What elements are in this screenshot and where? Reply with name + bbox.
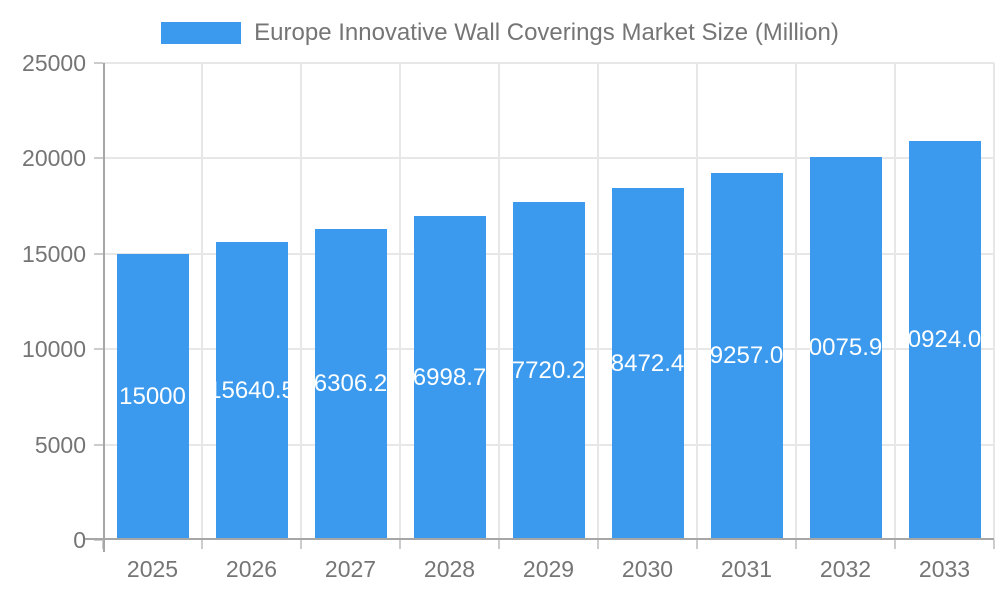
bar-2026[interactable]: 15640.5 [215,241,288,540]
x-axis-tick-label: 2027 [324,556,377,582]
x-gridline [993,63,995,540]
y-tick-mark [94,157,103,160]
plot-area: 15000 15640.5 16306.28 16998.79 17720.25 1847… [85,62,995,552]
y-axis-tick-label: 15000 [22,240,86,267]
bar-value-label: 15000 [119,382,186,410]
bar-value-label: 16306.28 [314,370,387,398]
x-axis-tick-label: 2033 [918,556,971,582]
x-tick-mark [993,540,995,549]
bar-2027[interactable]: 16306.28 [314,228,387,540]
bar-value-label: 20924.04 [908,326,981,354]
x-axis-tick-label: 2025 [126,556,179,582]
bar-2032[interactable]: 20075.94 [809,156,882,540]
y-tick-mark [94,443,103,446]
x-tick-mark [894,540,896,549]
legend-series-label: Europe Innovative Wall Coverings Market … [254,19,839,46]
x-gridline [399,63,401,540]
y-tick-mark [94,348,103,351]
x-axis-tick-label: 2029 [522,556,575,582]
x-tick-mark [399,540,401,549]
y-axis-tick-label: 10000 [22,336,86,363]
x-gridline [300,63,302,540]
bar-2033[interactable]: 20924.04 [908,140,981,540]
x-tick-mark [201,540,203,549]
x-tick-mark [300,540,302,549]
y-tick-mark [94,62,103,64]
bar-2029[interactable]: 17720.25 [512,201,585,540]
bar-value-label: 19257.05 [710,342,783,370]
bar-2030[interactable]: 18472.45 [611,187,684,540]
x-gridline [201,63,203,540]
y-axis-tick-label: 0 [73,527,86,553]
x-tick-mark [498,540,500,549]
legend-swatch [161,22,242,44]
y-gridline [103,62,994,64]
bar-2031[interactable]: 19257.05 [710,172,783,540]
bar-value-label: 15640.5 [216,376,288,404]
x-axis-tick-label: 2026 [225,556,278,582]
x-axis-line [85,538,994,540]
bar-value-label: 20075.94 [809,334,882,362]
y-axis-tick-label: 20000 [22,145,86,172]
x-axis-tick-label: 2028 [423,556,476,582]
y-tick-mark [94,252,103,255]
x-gridline [795,63,797,540]
x-tick-mark [696,540,698,549]
y-axis-tick-label: 25000 [22,50,86,76]
bar-value-label: 18472.45 [611,349,684,377]
y-axis-tick-label: 5000 [34,431,86,458]
x-axis-tick-label: 2032 [819,556,872,582]
bar-2028[interactable]: 16998.79 [413,215,486,540]
x-gridline [894,63,896,540]
bar-2025[interactable]: 15000 [116,253,189,540]
x-gridline [597,63,599,540]
x-axis-tick-label: 2030 [621,556,674,582]
y-gridline [103,157,994,160]
bar-value-label: 16998.79 [413,363,486,391]
x-tick-mark [597,540,599,549]
y-tick-mark [94,539,103,541]
chart-legend[interactable]: Europe Innovative Wall Coverings Market … [0,19,1000,47]
x-gridline [696,63,698,540]
bar-value-label: 17720.25 [512,356,585,384]
x-axis-tick-label: 2031 [720,556,773,582]
x-tick-mark [795,540,797,549]
x-gridline [498,63,500,540]
y-axis-line [103,63,105,552]
